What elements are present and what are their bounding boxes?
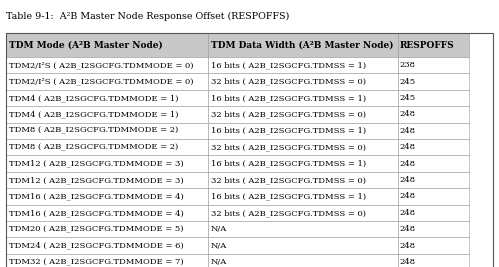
Bar [208, 221, 398, 238]
Bar [6, 155, 208, 172]
Text: 32 bits ( A2B_I2SGCFG.TDMSS = 0): 32 bits ( A2B_I2SGCFG.TDMSS = 0) [211, 77, 366, 85]
Text: 248: 248 [399, 209, 415, 217]
Text: TDM24 ( A2B_I2SGCFG.TDMMODE = 6): TDM24 ( A2B_I2SGCFG.TDMMODE = 6) [9, 242, 184, 250]
Bar [6, 254, 208, 267]
Text: 248: 248 [399, 143, 415, 151]
Text: TDM12 ( A2B_I2SGCFG.TDMMODE = 3): TDM12 ( A2B_I2SGCFG.TDMMODE = 3) [9, 160, 184, 168]
Bar [208, 106, 398, 123]
Bar [398, 139, 469, 155]
Bar [398, 33, 469, 57]
Text: TDM20 ( A2B_I2SGCFG.TDMMODE = 5): TDM20 ( A2B_I2SGCFG.TDMMODE = 5) [9, 225, 184, 233]
Text: TDM8 ( A2B_I2SGCFG.TDMMODE = 2): TDM8 ( A2B_I2SGCFG.TDMMODE = 2) [9, 143, 178, 151]
Text: TDM4 ( A2B_I2SGCFG.TDMMODE = 1): TDM4 ( A2B_I2SGCFG.TDMMODE = 1) [9, 94, 179, 102]
Bar [398, 57, 469, 73]
Bar [6, 188, 208, 205]
Bar [6, 139, 208, 155]
Bar [208, 90, 398, 106]
Text: TDM12 ( A2B_I2SGCFG.TDMMODE = 3): TDM12 ( A2B_I2SGCFG.TDMMODE = 3) [9, 176, 184, 184]
Text: 16 bits ( A2B_I2SGCFG.TDMSS = 1): 16 bits ( A2B_I2SGCFG.TDMSS = 1) [211, 160, 366, 168]
Text: N/A: N/A [211, 225, 227, 233]
Text: 32 bits ( A2B_I2SGCFG.TDMSS = 0): 32 bits ( A2B_I2SGCFG.TDMSS = 0) [211, 176, 366, 184]
Bar [6, 73, 208, 90]
Text: 248: 248 [399, 242, 415, 250]
Text: 16 bits ( A2B_I2SGCFG.TDMSS = 1): 16 bits ( A2B_I2SGCFG.TDMSS = 1) [211, 61, 366, 69]
Bar [398, 90, 469, 106]
Text: N/A: N/A [211, 242, 227, 250]
Bar [6, 33, 208, 57]
Bar [398, 123, 469, 139]
Bar [398, 188, 469, 205]
Bar [208, 139, 398, 155]
Text: 248: 248 [399, 110, 415, 118]
Text: 248: 248 [399, 258, 415, 266]
Text: 32 bits ( A2B_I2SGCFG.TDMSS = 0): 32 bits ( A2B_I2SGCFG.TDMSS = 0) [211, 110, 366, 118]
Text: 16 bits ( A2B_I2SGCFG.TDMSS = 1): 16 bits ( A2B_I2SGCFG.TDMSS = 1) [211, 94, 366, 102]
Text: 32 bits ( A2B_I2SGCFG.TDMSS = 0): 32 bits ( A2B_I2SGCFG.TDMSS = 0) [211, 143, 366, 151]
Bar [208, 123, 398, 139]
Bar [6, 238, 208, 254]
Text: 245: 245 [399, 77, 415, 85]
Text: 248: 248 [399, 160, 415, 168]
Text: 32 bits ( A2B_I2SGCFG.TDMSS = 0): 32 bits ( A2B_I2SGCFG.TDMSS = 0) [211, 209, 366, 217]
Text: 16 bits ( A2B_I2SGCFG.TDMSS = 1): 16 bits ( A2B_I2SGCFG.TDMSS = 1) [211, 127, 366, 135]
Bar [208, 33, 398, 57]
Bar [398, 172, 469, 188]
Bar [398, 155, 469, 172]
Bar [6, 123, 208, 139]
Bar [398, 73, 469, 90]
Text: TDM4 ( A2B_I2SGCFG.TDMMODE = 1): TDM4 ( A2B_I2SGCFG.TDMMODE = 1) [9, 110, 179, 118]
Bar [208, 238, 398, 254]
Text: 248: 248 [399, 127, 415, 135]
Text: TDM Mode (A²B Master Node): TDM Mode (A²B Master Node) [9, 41, 163, 50]
Bar [208, 188, 398, 205]
Bar [6, 90, 208, 106]
Bar [208, 172, 398, 188]
Bar [398, 205, 469, 221]
Bar [208, 205, 398, 221]
Text: TDM8 ( A2B_I2SGCFG.TDMMODE = 2): TDM8 ( A2B_I2SGCFG.TDMMODE = 2) [9, 127, 178, 135]
Bar [6, 33, 493, 267]
Text: 248: 248 [399, 176, 415, 184]
Bar [398, 106, 469, 123]
Bar [6, 172, 208, 188]
Text: TDM Data Width (A²B Master Node): TDM Data Width (A²B Master Node) [211, 41, 393, 50]
Bar [398, 254, 469, 267]
Text: TDM2/I²S ( A2B_I2SGCFG.TDMMODE = 0): TDM2/I²S ( A2B_I2SGCFG.TDMMODE = 0) [9, 61, 194, 69]
Bar [6, 221, 208, 238]
Text: 248: 248 [399, 193, 415, 201]
Text: 245: 245 [399, 94, 415, 102]
Text: 238: 238 [399, 61, 415, 69]
Text: RESPOFFS: RESPOFFS [399, 41, 454, 50]
Text: TDM32 ( A2B_I2SGCFG.TDMMODE = 7): TDM32 ( A2B_I2SGCFG.TDMMODE = 7) [9, 258, 184, 266]
Text: N/A: N/A [211, 258, 227, 266]
Bar [208, 155, 398, 172]
Text: TDM2/I²S ( A2B_I2SGCFG.TDMMODE = 0): TDM2/I²S ( A2B_I2SGCFG.TDMMODE = 0) [9, 77, 194, 85]
Bar [6, 57, 208, 73]
Text: TDM16 ( A2B_I2SGCFG.TDMMODE = 4): TDM16 ( A2B_I2SGCFG.TDMMODE = 4) [9, 193, 184, 201]
Bar [398, 238, 469, 254]
Bar [208, 57, 398, 73]
Text: 16 bits ( A2B_I2SGCFG.TDMSS = 1): 16 bits ( A2B_I2SGCFG.TDMSS = 1) [211, 193, 366, 201]
Text: Table 9-1:  A²B Master Node Response Offset (RESPOFFS): Table 9-1: A²B Master Node Response Offs… [6, 12, 289, 21]
Bar [208, 73, 398, 90]
Bar [6, 205, 208, 221]
Bar [208, 254, 398, 267]
Bar [398, 221, 469, 238]
Text: 248: 248 [399, 225, 415, 233]
Text: TDM16 ( A2B_I2SGCFG.TDMMODE = 4): TDM16 ( A2B_I2SGCFG.TDMMODE = 4) [9, 209, 184, 217]
Bar [6, 106, 208, 123]
